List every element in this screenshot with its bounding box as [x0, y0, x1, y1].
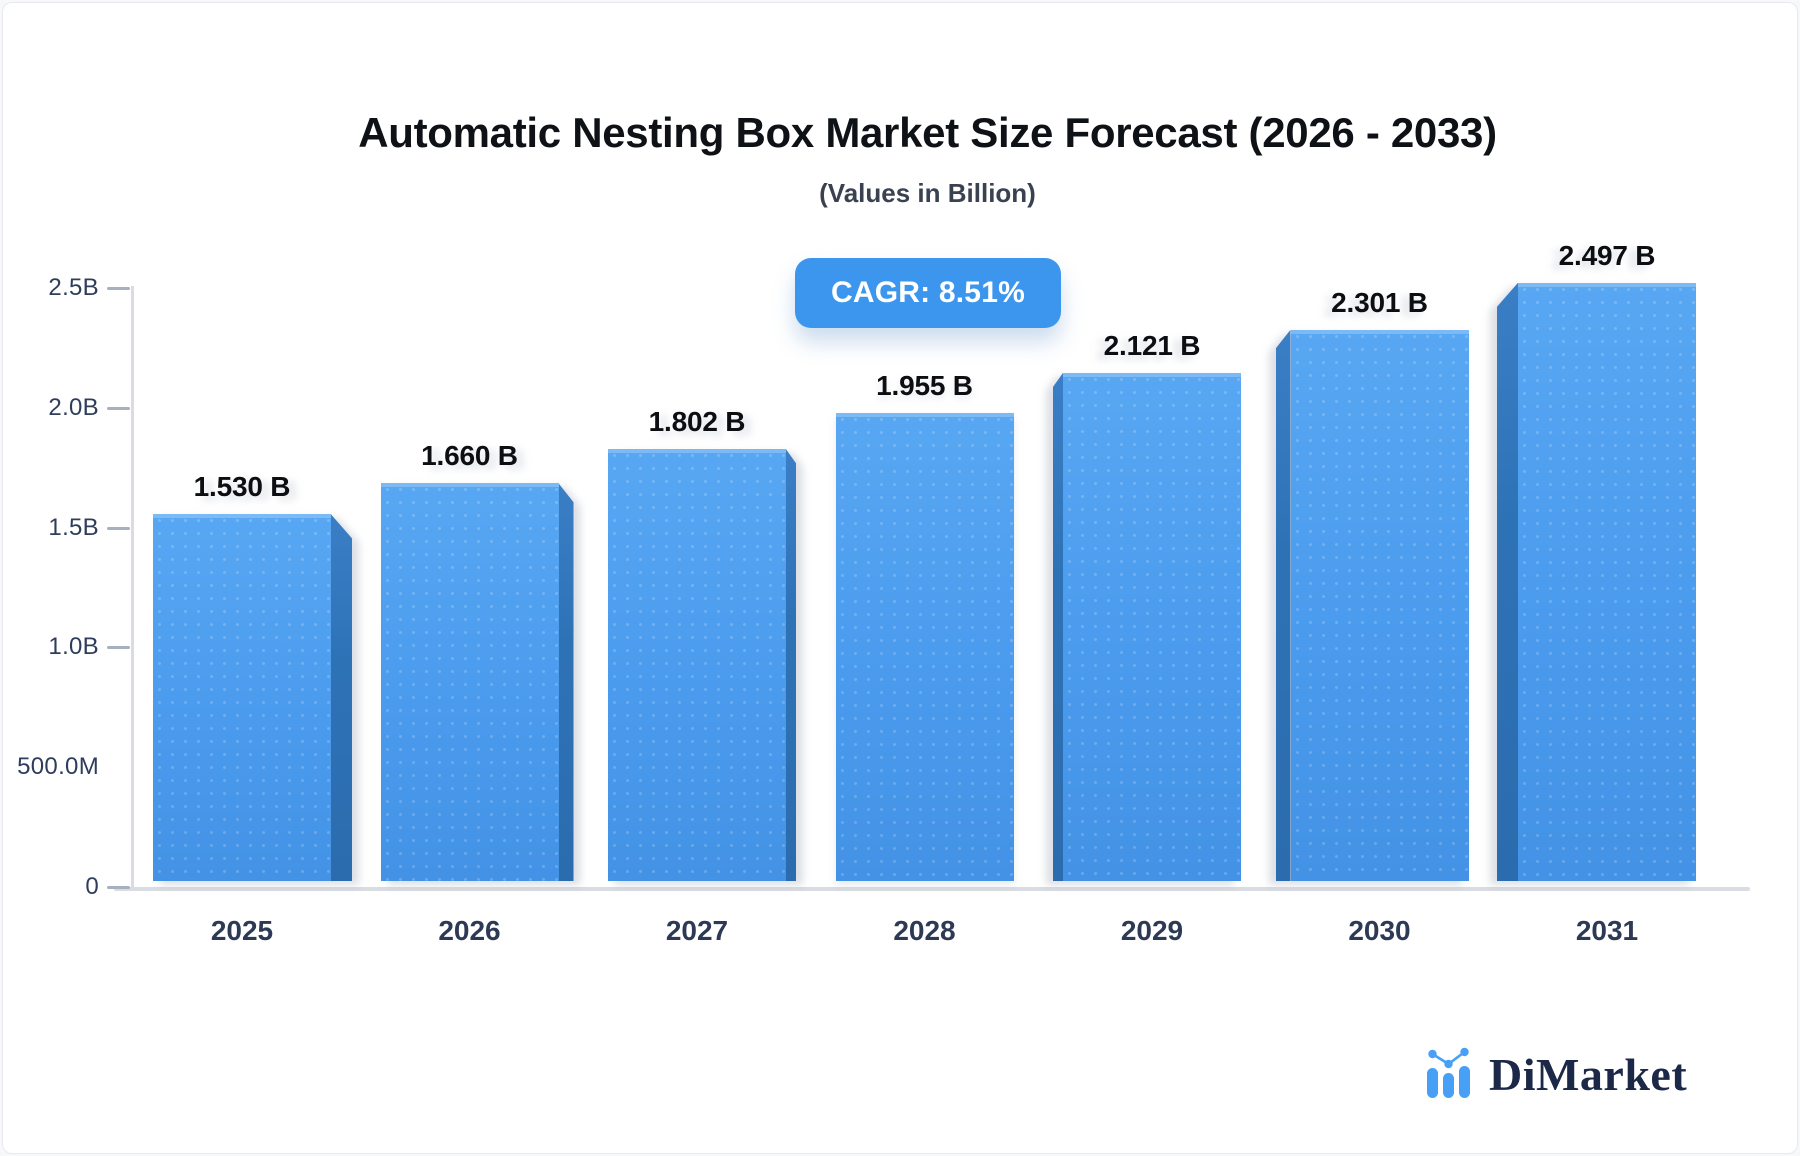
bar-3d-side-2030 [1275, 329, 1291, 881]
bar-value-label-2029: 2.121 B [1103, 329, 1201, 361]
bar-3d-side-2026 [558, 483, 574, 881]
bar-2027: 1.802 B [608, 406, 796, 881]
chart-header: Automatic Nesting Box Market Size Foreca… [58, 107, 1797, 211]
bar-2029: 2.121 B [1053, 330, 1241, 881]
bar-face-2028 [835, 412, 1014, 881]
bar-value-label-2028: 1.955 B [876, 369, 973, 401]
brand-name: DiMarket [1489, 1049, 1688, 1100]
bar-3d-side-2025 [331, 514, 352, 881]
y-axis-tick-mark [107, 287, 130, 290]
y-axis-tick-label: 2.5B [48, 274, 99, 301]
bar-3d-side-2029 [1053, 372, 1063, 881]
y-axis-tick-mark [107, 646, 130, 650]
x-axis-label-2031: 2031 [1575, 915, 1639, 946]
bar-2030: 2.301 B [1275, 287, 1469, 881]
y-axis-line [131, 286, 134, 889]
y-axis-tick-mark [107, 526, 130, 530]
bar-value-label-2026: 1.660 B [421, 440, 518, 472]
bar-2025: 1.530 B [153, 471, 352, 881]
bar-value-label-2027: 1.802 B [648, 406, 746, 438]
bar-face-2030 [1290, 329, 1469, 881]
bar-3d-side-2031 [1497, 282, 1518, 881]
bar-face-2026 [380, 483, 559, 881]
bar-face-2027 [608, 449, 786, 881]
bar-chart-plot: 0 500.0M 1.0B 1.5B 2.0B 2.5B 1.530 B 2025 1.660 … [3, 3, 1797, 1153]
y-axis-tick-label: 1.0B [48, 633, 99, 661]
bar-2031: 2.497 B [1497, 240, 1696, 881]
y-axis-tick-mark [107, 406, 130, 410]
x-axis-label-2026: 2026 [438, 915, 501, 946]
bar-value-label-2025: 1.530 B [193, 471, 291, 503]
bar-value-label-2031: 2.497 B [1558, 239, 1656, 271]
bar-face-2025 [153, 514, 331, 881]
bar-2026: 1.660 B [380, 440, 574, 881]
y-axis-tick-label: 2.0B [48, 393, 99, 421]
y-axis-tick-label: 1.5B [48, 513, 99, 541]
bar-2028: 1.955 B [835, 370, 1014, 881]
x-axis-label-2025: 2025 [210, 915, 274, 946]
x-axis-label-2027: 2027 [665, 915, 729, 946]
chart-title: Automatic Nesting Box Market Size Foreca… [358, 109, 1497, 156]
y-axis-tick-label: 500.0M [17, 753, 99, 781]
y-axis-tick-mark [107, 886, 130, 889]
bar-value-label-2030: 2.301 B [1331, 286, 1428, 318]
x-axis-baseline [114, 887, 1750, 891]
bar-face-2029 [1063, 372, 1241, 881]
mini-bar-chart-logo-icon [1427, 1047, 1470, 1098]
bar-3d-side-2027 [786, 449, 796, 881]
chart-subtitle: (Values in Billion) [819, 178, 1036, 208]
cagr-badge-label: CAGR: 8.51% [831, 276, 1025, 309]
bar-face-2031 [1518, 282, 1696, 881]
y-axis-tick-label: 0 [85, 873, 99, 900]
x-axis-label-2028: 2028 [893, 915, 956, 946]
x-axis-label-2029: 2029 [1120, 915, 1184, 946]
cagr-badge: CAGR: 8.51% [795, 258, 1061, 328]
brand-logo: DiMarket [1424, 1045, 1687, 1101]
x-axis-label-2030: 2030 [1348, 915, 1411, 946]
